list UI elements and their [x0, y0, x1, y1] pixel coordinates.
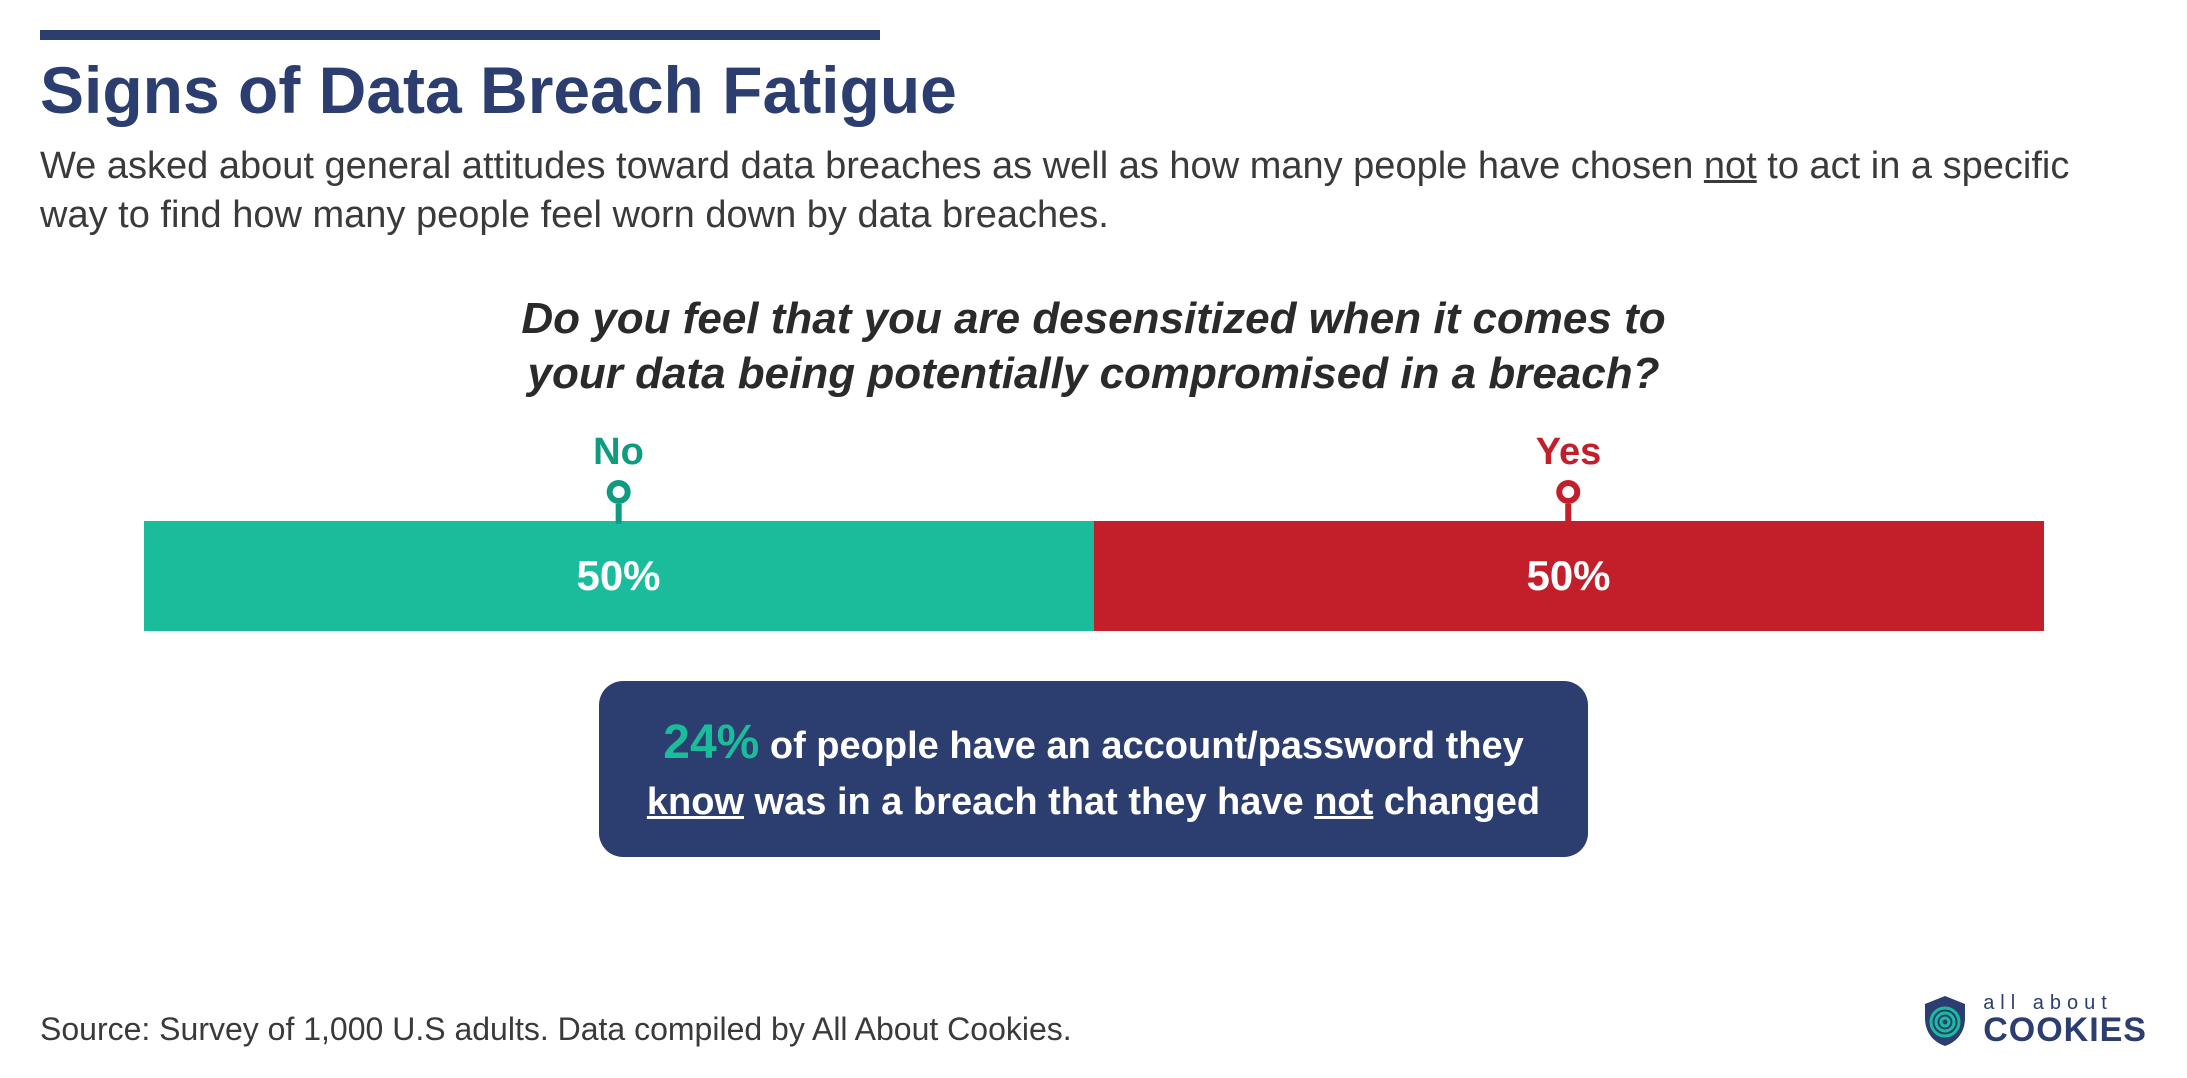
bar-segment-no: 50%	[144, 521, 1094, 631]
source-text: Source: Survey of 1,000 U.S adults. Data…	[40, 1011, 1072, 1048]
bar-segment-yes: 50%	[1094, 521, 2044, 631]
footer: Source: Survey of 1,000 U.S adults. Data…	[40, 992, 2147, 1048]
stacked-bar-chart: No Yes 50% 50%	[144, 431, 2044, 631]
pin-icon	[1557, 480, 1581, 504]
callout-line1: of people have an account/password they	[759, 725, 1523, 767]
callout-box: 24% of people have an account/password t…	[599, 681, 1588, 857]
logo-text-big: COOKIES	[1983, 1013, 2147, 1047]
segment-labels-row: No Yes	[144, 431, 2044, 521]
logo-text-small: all about	[1983, 993, 2147, 1013]
page-title: Signs of Data Breach Fatigue	[40, 52, 2147, 128]
shield-fingerprint-icon	[1917, 992, 1973, 1048]
question-line-1: Do you feel that you are desensitized wh…	[521, 294, 1665, 343]
brand-logo: all about COOKIES	[1917, 992, 2147, 1048]
logo-text: all about COOKIES	[1983, 993, 2147, 1047]
segment-label-no: No	[593, 431, 644, 504]
callout-percent: 24%	[663, 716, 759, 769]
bar-segment-yes-value: 50%	[1526, 552, 1610, 600]
chart-question: Do you feel that you are desensitized wh…	[294, 291, 1894, 401]
bar-segment-no-value: 50%	[576, 552, 660, 600]
header-rule	[40, 30, 880, 40]
callout-underline-2: not	[1314, 781, 1373, 823]
callout-line2-post: changed	[1373, 781, 1540, 823]
segment-label-no-text: No	[593, 431, 644, 473]
stacked-bar: 50% 50%	[144, 521, 2044, 631]
segment-label-yes: Yes	[1536, 431, 1602, 504]
question-line-2: your data being potentially compromised …	[528, 349, 1660, 398]
subtitle-pre: We asked about general attitudes toward …	[40, 145, 1704, 187]
subtitle-underlined: not	[1704, 145, 1757, 187]
callout-line2-mid: was in a breach that they have	[744, 781, 1314, 823]
pin-icon	[607, 480, 631, 504]
callout-container: 24% of people have an account/password t…	[40, 681, 2147, 857]
callout-underline-1: know	[647, 781, 744, 823]
page-subtitle: We asked about general attitudes toward …	[40, 142, 2147, 241]
segment-label-yes-text: Yes	[1536, 431, 1602, 473]
